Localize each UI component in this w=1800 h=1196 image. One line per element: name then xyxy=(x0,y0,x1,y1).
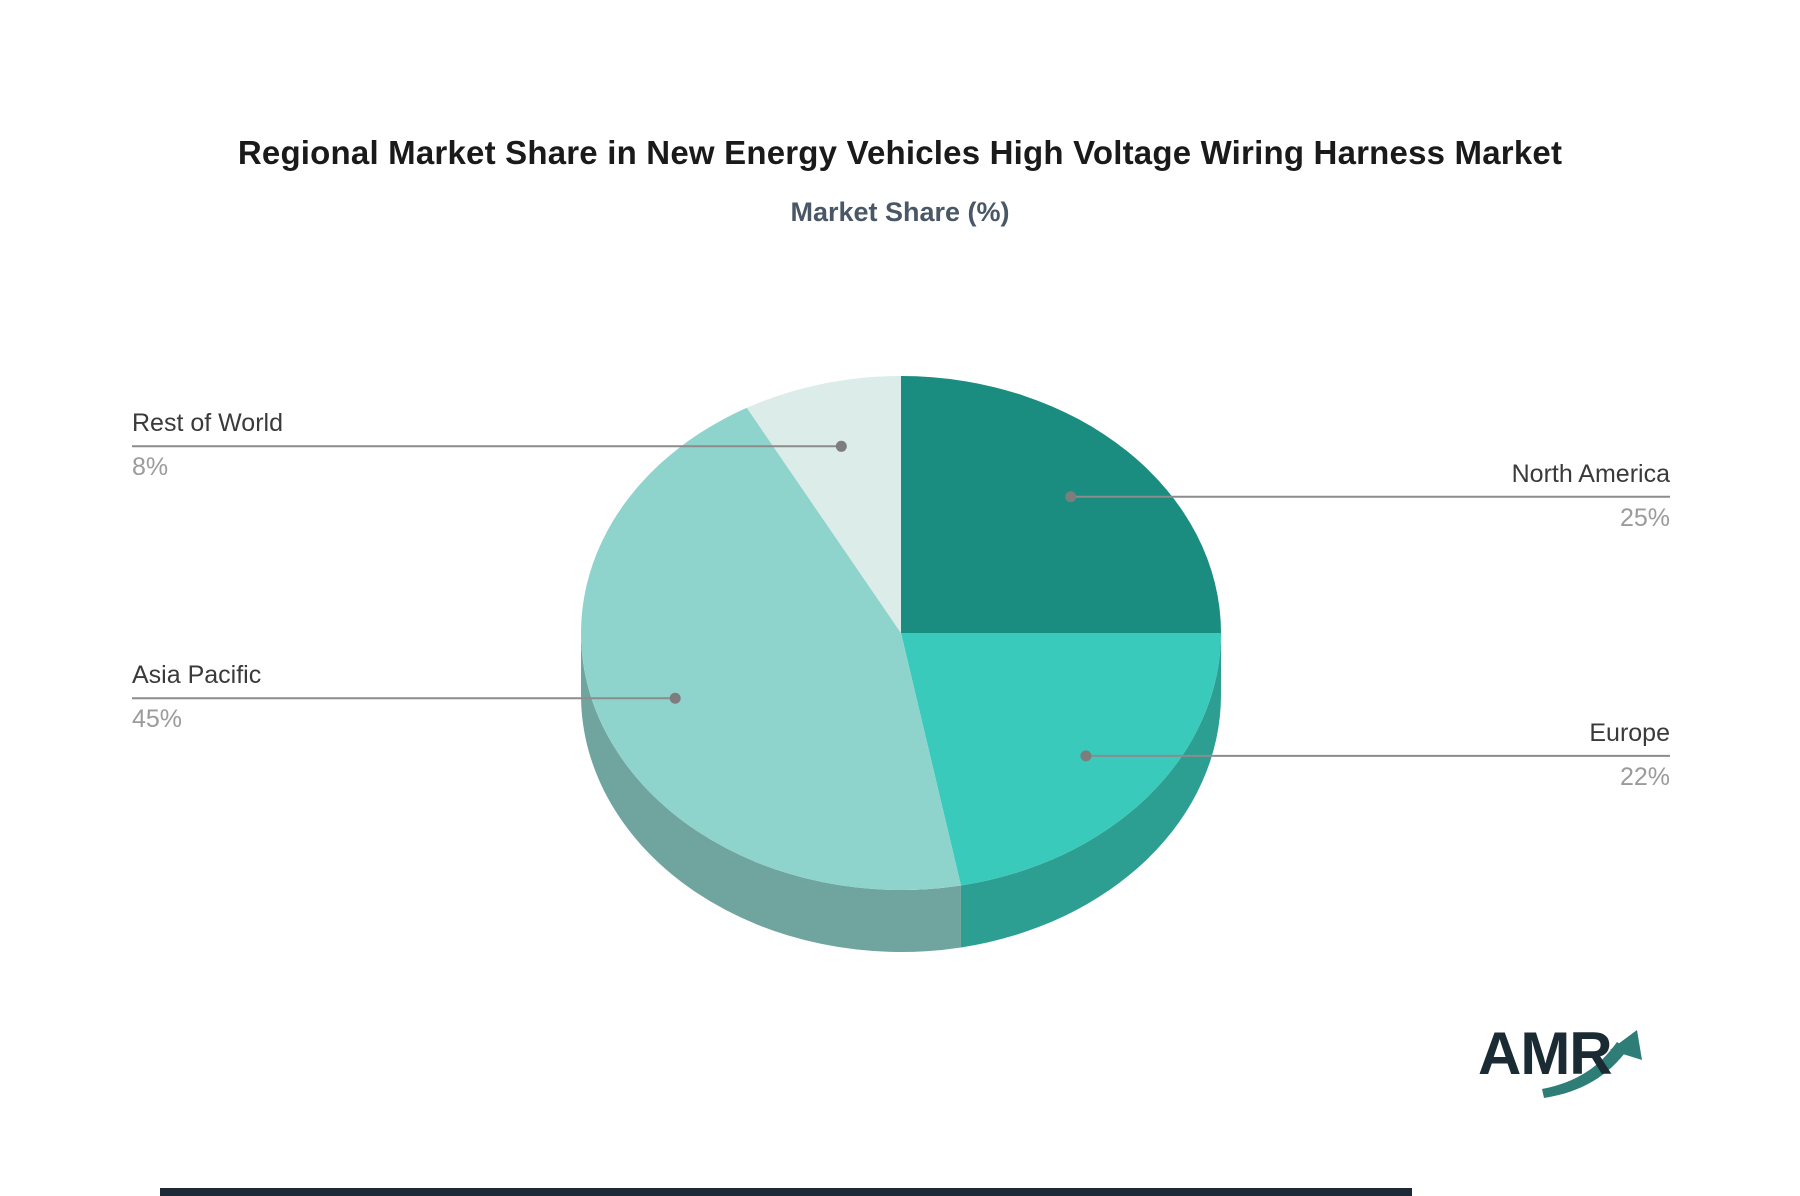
callout-dot-asia-pacific xyxy=(669,692,681,704)
page-subtitle: Market Share (%) xyxy=(790,197,1010,227)
logo-text: AMR xyxy=(1478,1020,1613,1087)
label-north-america: North America 25% xyxy=(1110,459,1670,533)
slice-percent: 22% xyxy=(1619,763,1670,791)
bottom-accent-bar xyxy=(160,1188,1412,1196)
label-asia-pacific: Asia Pacific 45% xyxy=(132,660,692,734)
callout-dot-europe xyxy=(1080,750,1092,762)
slice-name: Europe xyxy=(1589,719,1670,747)
pie-slice-asia-pacific xyxy=(581,407,961,891)
pie-slice-north-america xyxy=(901,376,1221,633)
slice-percent: 25% xyxy=(1619,504,1670,532)
slice-name: North America xyxy=(1511,460,1670,488)
pie-slice-side-asia-pacific xyxy=(581,633,961,952)
label-europe: Europe 22% xyxy=(1110,718,1670,792)
slice-name: Rest of World xyxy=(132,409,283,437)
pie-slice-europe xyxy=(901,633,1221,886)
pie-slice-rest-of-world xyxy=(746,376,901,633)
pie-slice-side-europe xyxy=(960,633,1221,948)
slice-percent: 45% xyxy=(132,705,183,733)
growth-arrow-icon xyxy=(1542,1030,1642,1098)
callout-dot-rest-of-world xyxy=(835,440,847,452)
amr-logo: AMR xyxy=(1478,1022,1658,1112)
label-rest-of-world: Rest of World 8% xyxy=(132,408,692,482)
slice-name: Asia Pacific xyxy=(132,661,262,689)
callout-dot-north-america xyxy=(1065,491,1077,503)
slice-percent: 8% xyxy=(132,453,169,481)
page-title: Regional Market Share in New Energy Vehi… xyxy=(237,134,1563,171)
